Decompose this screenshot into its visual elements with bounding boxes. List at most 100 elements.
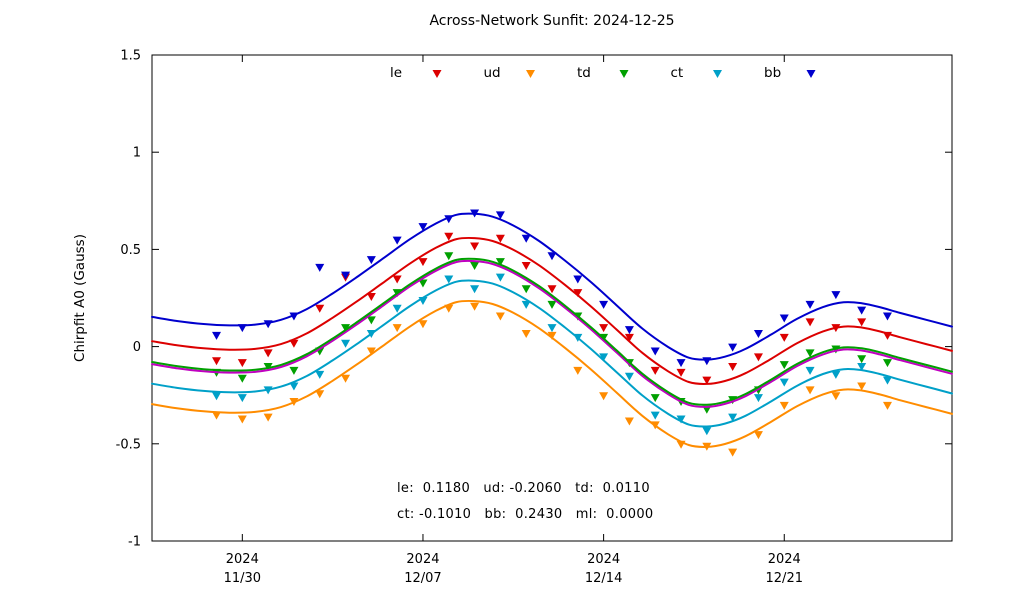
point-le — [676, 368, 686, 377]
point-ud — [495, 312, 505, 321]
point-le — [315, 304, 325, 313]
point-le — [212, 357, 222, 366]
point-le — [263, 349, 273, 358]
point-bb — [315, 263, 325, 272]
point-ud — [547, 331, 557, 340]
legend-label-bb: bb — [764, 65, 781, 81]
series-curve-bb — [151, 212, 953, 361]
y-tick-label: 1 — [133, 146, 141, 161]
y-tick-label: 0.5 — [120, 243, 141, 258]
fit-values-line2: ct: -0.1010 bb: 0.2430 ml: 0.0000 — [397, 507, 654, 522]
point-td — [289, 366, 299, 375]
point-td — [366, 316, 376, 325]
point-ud — [418, 320, 428, 329]
point-td — [495, 258, 505, 267]
point-td — [547, 300, 557, 309]
point-ct — [521, 300, 531, 309]
point-bb — [650, 347, 660, 356]
legend-marker-le-icon — [432, 70, 442, 78]
legend-marker-td-icon — [619, 70, 629, 78]
point-ud — [366, 347, 376, 356]
point-bb — [341, 271, 351, 280]
legend-marker-ct-icon — [713, 70, 722, 78]
point-ud — [521, 329, 531, 338]
point-ud — [753, 431, 763, 440]
point-bb — [779, 314, 789, 323]
point-bb — [805, 300, 815, 309]
point-le — [573, 289, 583, 298]
point-le — [702, 376, 712, 385]
point-ud — [831, 392, 841, 401]
point-le — [650, 366, 660, 375]
point-td — [444, 252, 454, 261]
point-le — [547, 285, 557, 294]
point-ct — [753, 394, 763, 403]
point-ud — [882, 401, 892, 410]
point-ud — [263, 413, 273, 422]
point-le — [289, 339, 299, 348]
point-ud — [237, 415, 247, 424]
point-ct — [728, 413, 738, 422]
point-bb — [573, 275, 583, 284]
x-tick-date-label: 12/07 — [404, 571, 441, 586]
y-axis-label: Chirpfit A0 (Gauss) — [72, 234, 88, 362]
point-ud — [805, 386, 815, 395]
series-curve-ct — [151, 279, 953, 428]
series-curve-ml — [151, 259, 953, 408]
legend-label-ct: ct — [671, 65, 684, 81]
point-ct — [702, 427, 712, 436]
point-bb — [212, 331, 222, 340]
point-le — [470, 242, 480, 251]
point-ct — [882, 376, 892, 385]
point-ud — [212, 411, 222, 420]
legend-label-le: le — [390, 65, 402, 81]
point-bb — [728, 343, 738, 352]
point-le — [599, 324, 609, 333]
x-tick-date-label: 12/21 — [766, 571, 803, 586]
point-le — [392, 275, 402, 284]
point-td — [882, 359, 892, 368]
x-tick-year-label: 2024 — [406, 552, 439, 567]
point-ct — [857, 363, 867, 372]
legend-marker-ud-icon — [526, 70, 535, 78]
point-bb — [495, 211, 505, 220]
point-bb — [676, 359, 686, 368]
series-curve-ud — [151, 299, 953, 448]
point-ct — [315, 370, 325, 379]
point-le — [418, 258, 428, 267]
point-bb — [857, 306, 867, 315]
legend-label-td: td — [577, 65, 591, 81]
point-ct — [805, 366, 815, 375]
point-ud — [573, 366, 583, 375]
y-tick-label: 1.5 — [120, 49, 141, 64]
x-tick-year-label: 2024 — [226, 552, 259, 567]
point-ct — [392, 304, 402, 313]
point-le — [495, 234, 505, 243]
point-bb — [366, 256, 376, 265]
point-bb — [753, 329, 763, 338]
series-curve-le — [151, 236, 953, 385]
point-td — [418, 279, 428, 288]
legend-marker-bb-icon — [806, 70, 816, 78]
point-ct — [624, 372, 634, 381]
point-ud — [392, 324, 402, 333]
point-ct — [650, 411, 660, 420]
point-td — [779, 361, 789, 370]
point-ud — [857, 382, 867, 391]
x-tick-year-label: 2024 — [587, 552, 620, 567]
point-td — [341, 324, 351, 333]
point-ud — [315, 390, 325, 399]
point-ud — [341, 374, 351, 383]
point-le — [857, 318, 867, 327]
y-tick-label: -1 — [128, 535, 141, 550]
point-le — [805, 318, 815, 327]
point-ct — [470, 285, 480, 294]
point-bb — [624, 326, 634, 335]
y-tick-label: 0 — [133, 340, 141, 355]
point-le — [753, 353, 763, 362]
point-td — [470, 261, 480, 270]
point-ct — [547, 324, 557, 333]
point-le — [237, 359, 247, 368]
point-bb — [418, 223, 428, 232]
